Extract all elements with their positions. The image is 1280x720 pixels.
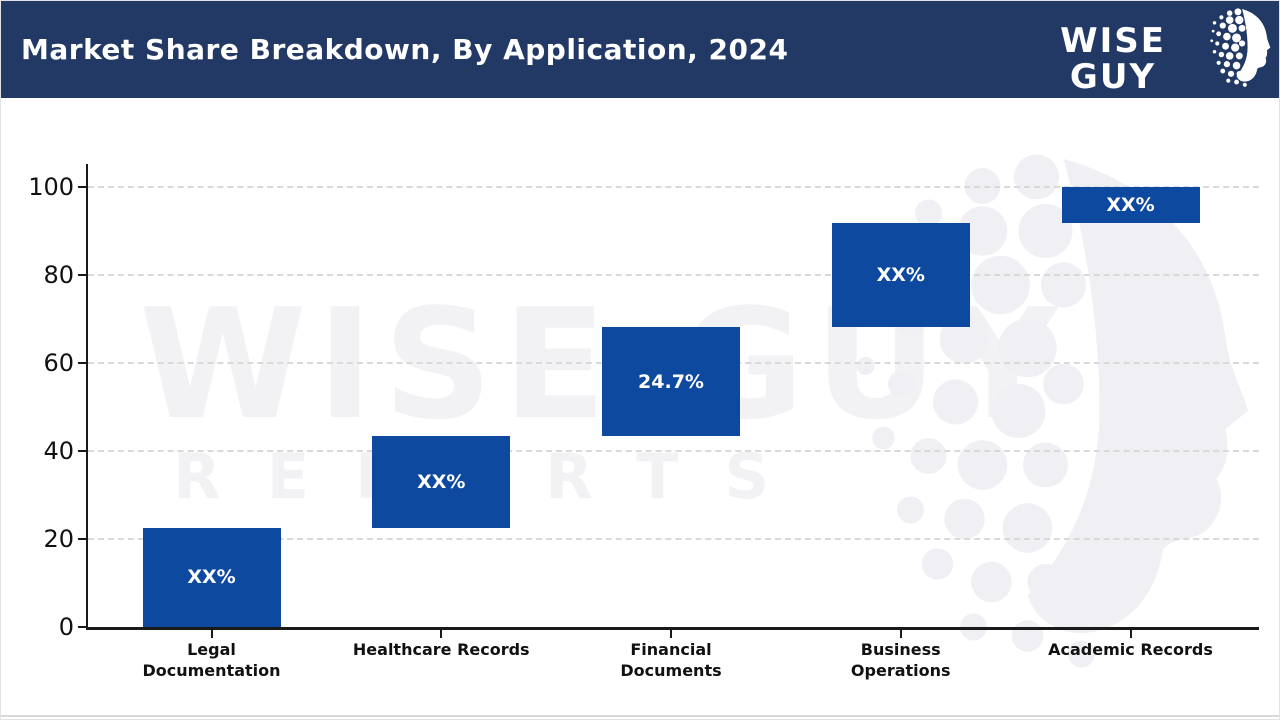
y-tick-label: 80	[43, 261, 74, 289]
bar-legal-documentation: XX%	[142, 527, 281, 627]
y-tick-label: 60	[43, 349, 74, 377]
x-tick-mark	[899, 630, 902, 638]
x-tick-mark	[210, 630, 213, 638]
y-axis-line	[86, 164, 88, 629]
y-tick-mark	[78, 274, 86, 276]
y-tick-label: 100	[28, 173, 74, 201]
y-tick-mark	[78, 186, 86, 188]
y-tick-label: 20	[43, 525, 74, 553]
gridline-100	[88, 186, 1259, 188]
header-band: Market Share Breakdown, By Application, …	[1, 1, 1279, 113]
bar-healthcare-records: XX%	[372, 436, 511, 528]
x-category-label: Healthcare Records	[352, 640, 530, 659]
x-tick-mark	[1129, 630, 1132, 638]
y-tick-mark	[78, 626, 86, 628]
bar-academic-records: XX%	[1061, 187, 1200, 223]
x-axis-line	[86, 627, 1259, 630]
x-category-label: Financial Documents	[620, 640, 722, 680]
dotted-head-profile-icon	[1210, 8, 1271, 87]
y-tick-label: 0	[58, 613, 74, 641]
y-tick-mark	[78, 450, 86, 452]
bar-value-label: XX%	[187, 566, 236, 589]
x-category-label: Business Operations	[850, 640, 951, 680]
y-tick-label: 40	[43, 437, 74, 465]
page-title: Market Share Breakdown, By Application, …	[21, 33, 789, 66]
gridline-20	[88, 538, 1259, 540]
x-category-label: Legal Documentation	[142, 640, 281, 680]
wiseguy-logo: WISE GUY REPORTS	[1021, 5, 1271, 113]
bar-value-label: XX%	[876, 263, 925, 286]
bar-financial-documents: 24.7%	[602, 327, 740, 437]
x-category-label: Academic Records	[1048, 640, 1213, 659]
y-tick-mark	[78, 538, 86, 540]
bar-business-operations: XX%	[831, 222, 970, 328]
y-tick-mark	[78, 362, 86, 364]
bottom-divider	[1, 715, 1279, 717]
watermark-dotted-head-icon	[856, 154, 1248, 668]
x-tick-mark	[670, 630, 672, 638]
logo-brand-top: WISE GUY	[1060, 21, 1166, 97]
gridline-80	[88, 274, 1259, 276]
x-tick-mark	[440, 630, 443, 638]
bar-value-label: XX%	[417, 470, 466, 493]
bar-value-label: 24.7%	[638, 370, 704, 393]
gridline-40	[88, 450, 1259, 452]
bar-value-label: XX%	[1106, 193, 1155, 216]
